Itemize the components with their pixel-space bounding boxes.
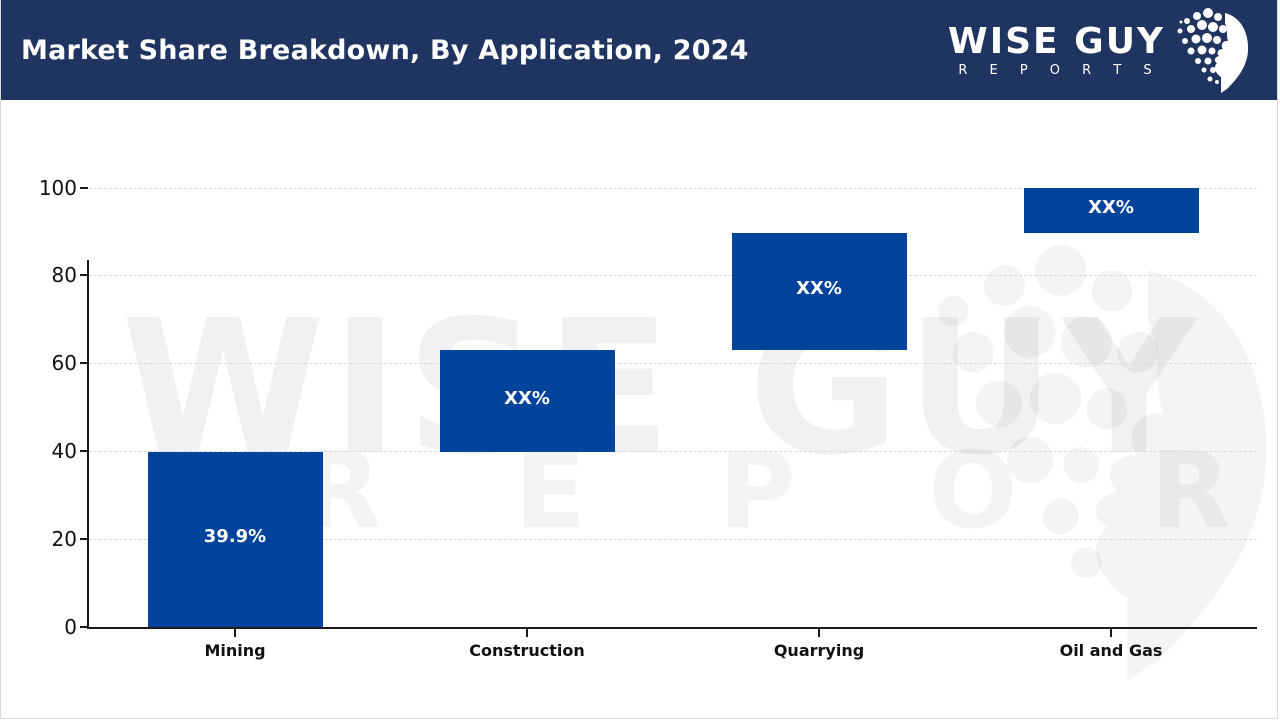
wiseguy-logo: WISE GUY R E P O R T S bbox=[948, 7, 1249, 93]
y-tick-100 bbox=[80, 186, 88, 189]
y-tick-40 bbox=[80, 450, 88, 453]
y-tick-label: 80 bbox=[51, 263, 77, 288]
bar-mining bbox=[147, 451, 323, 627]
bar-quarrying bbox=[731, 232, 907, 350]
logo-text: WISE GUY R E P O R T S bbox=[947, 20, 1165, 78]
y-tick-label: 100 bbox=[38, 175, 77, 200]
gridline-100 bbox=[89, 187, 1257, 189]
x-category-label: Mining bbox=[204, 641, 266, 660]
x-tick-2 bbox=[818, 629, 820, 637]
chart-area: WISE GUY R E P O R T S 02040608010039.9%… bbox=[1, 100, 1280, 718]
bar-oil-and-gas bbox=[1023, 187, 1199, 233]
bar-value-label: 39.9% bbox=[203, 526, 267, 548]
y-tick-label: 40 bbox=[51, 439, 77, 464]
x-axis-line bbox=[87, 627, 1257, 629]
gridline-60 bbox=[89, 363, 1257, 365]
logo-subtitle: R E P O R T S bbox=[958, 62, 1161, 78]
gridline-80 bbox=[89, 275, 1257, 277]
bar-value-label: XX% bbox=[1088, 197, 1134, 219]
gridline-20 bbox=[89, 539, 1257, 541]
watermark-face-icon bbox=[937, 244, 1267, 681]
y-tick-label: 0 bbox=[64, 615, 77, 639]
bar-value-label: XX% bbox=[796, 278, 842, 300]
y-tick-0 bbox=[80, 626, 88, 628]
header: Market Share Breakdown, By Application, … bbox=[1, 0, 1277, 100]
y-tick-80 bbox=[80, 274, 88, 277]
gridline-40 bbox=[89, 451, 1257, 453]
x-category-label: Oil and Gas bbox=[1059, 641, 1163, 660]
x-category-label: Construction bbox=[469, 641, 585, 660]
x-category-label: Quarrying bbox=[773, 641, 865, 660]
bar-construction bbox=[439, 349, 615, 452]
x-tick-0 bbox=[234, 629, 236, 637]
x-tick-3 bbox=[1110, 629, 1112, 637]
bar-value-label: XX% bbox=[504, 387, 550, 409]
y-tick-20 bbox=[80, 538, 88, 541]
logo-wordmark: WISE GUY bbox=[947, 20, 1165, 62]
x-tick-1 bbox=[526, 629, 528, 637]
logo-face-icon bbox=[1177, 8, 1249, 93]
y-tick-label: 60 bbox=[51, 351, 77, 376]
y-tick-60 bbox=[80, 362, 88, 365]
y-tick-label: 20 bbox=[51, 527, 77, 552]
y-axis-line bbox=[87, 260, 89, 629]
page-title: Market Share Breakdown, By Application, … bbox=[21, 34, 749, 66]
